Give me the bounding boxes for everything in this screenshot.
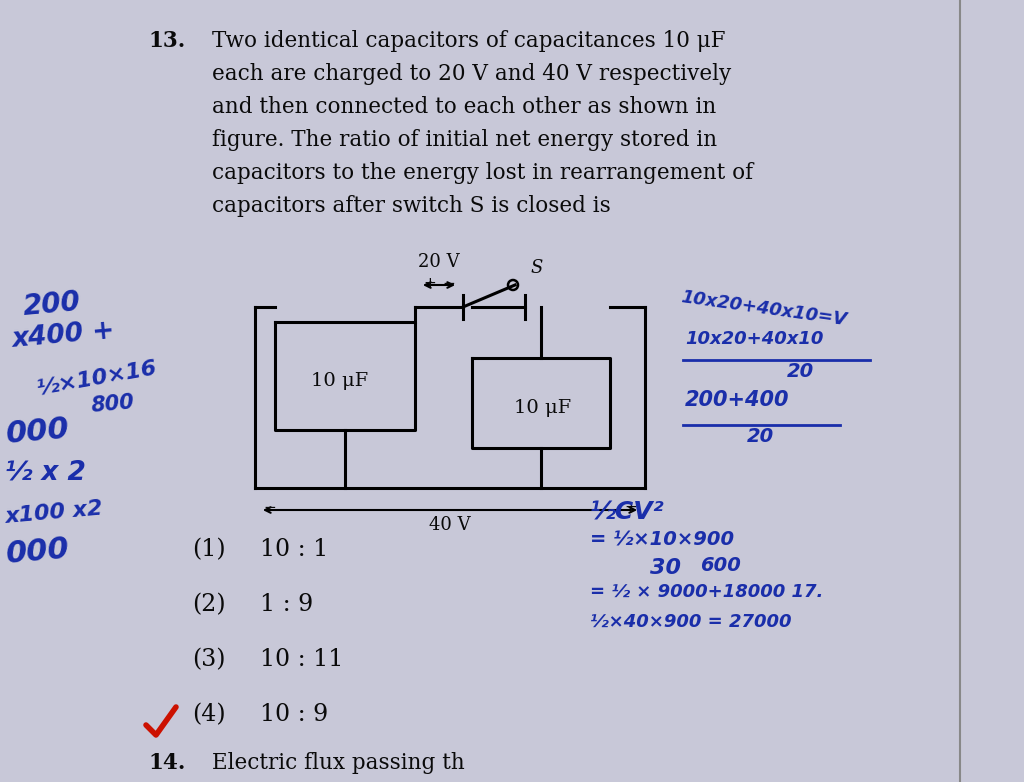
Text: ½×10×16: ½×10×16 [35, 358, 159, 399]
Text: (2): (2) [193, 593, 225, 616]
Text: 10 : 9: 10 : 9 [260, 703, 329, 726]
Text: = ½ × 9000+18000 17.: = ½ × 9000+18000 17. [590, 583, 823, 601]
Text: each are charged to 20 V and 40 V respectively: each are charged to 20 V and 40 V respec… [212, 63, 731, 85]
Text: 10x20+40x10=V: 10x20+40x10=V [680, 288, 848, 329]
Text: 10x20+40x10: 10x20+40x10 [685, 330, 823, 348]
Text: 1 : 9: 1 : 9 [260, 593, 313, 616]
Text: 000: 000 [5, 415, 71, 450]
Text: 40 V: 40 V [429, 516, 471, 534]
Text: 10 μF: 10 μF [311, 372, 369, 390]
Text: (1): (1) [193, 538, 225, 561]
Text: Two identical capacitors of capacitances 10 μF: Two identical capacitors of capacitances… [212, 30, 725, 52]
Text: 20 V: 20 V [418, 253, 460, 271]
Text: +: + [423, 275, 436, 290]
Text: S: S [530, 259, 543, 277]
Text: −: − [442, 275, 455, 290]
Text: and then connected to each other as shown in: and then connected to each other as show… [212, 96, 716, 118]
Text: capacitors to the energy lost in rearrangement of: capacitors to the energy lost in rearran… [212, 162, 753, 184]
Text: ½×40×900 = 27000: ½×40×900 = 27000 [590, 613, 792, 631]
Text: +: + [625, 500, 637, 515]
Text: capacitors after switch S is closed is: capacitors after switch S is closed is [212, 195, 610, 217]
Text: 200+400: 200+400 [685, 390, 790, 410]
Text: (4): (4) [193, 703, 225, 726]
Text: x400 +: x400 + [10, 318, 116, 353]
Text: 13.: 13. [148, 30, 185, 52]
Text: (3): (3) [193, 648, 225, 671]
Text: 20: 20 [746, 427, 773, 446]
Text: 800: 800 [90, 392, 135, 416]
Text: 10 : 1: 10 : 1 [260, 538, 329, 561]
Text: 10 μF: 10 μF [514, 399, 571, 417]
Text: 000: 000 [5, 535, 71, 569]
Text: 600: 600 [700, 556, 741, 575]
Text: figure. The ratio of initial net energy stored in: figure. The ratio of initial net energy … [212, 129, 717, 151]
Text: ½CV²: ½CV² [590, 500, 665, 524]
Text: Electric flux passing th: Electric flux passing th [212, 752, 465, 774]
Text: −: − [263, 500, 275, 515]
Text: 14.: 14. [148, 752, 185, 774]
Text: 10 : 11: 10 : 11 [260, 648, 343, 671]
Text: 30: 30 [650, 558, 681, 578]
Text: ½ x 2: ½ x 2 [5, 460, 86, 486]
Text: x100 x2: x100 x2 [5, 498, 104, 526]
Text: 20: 20 [786, 362, 814, 381]
Text: = ½×10×900: = ½×10×900 [590, 530, 734, 549]
Text: 200: 200 [22, 288, 82, 321]
